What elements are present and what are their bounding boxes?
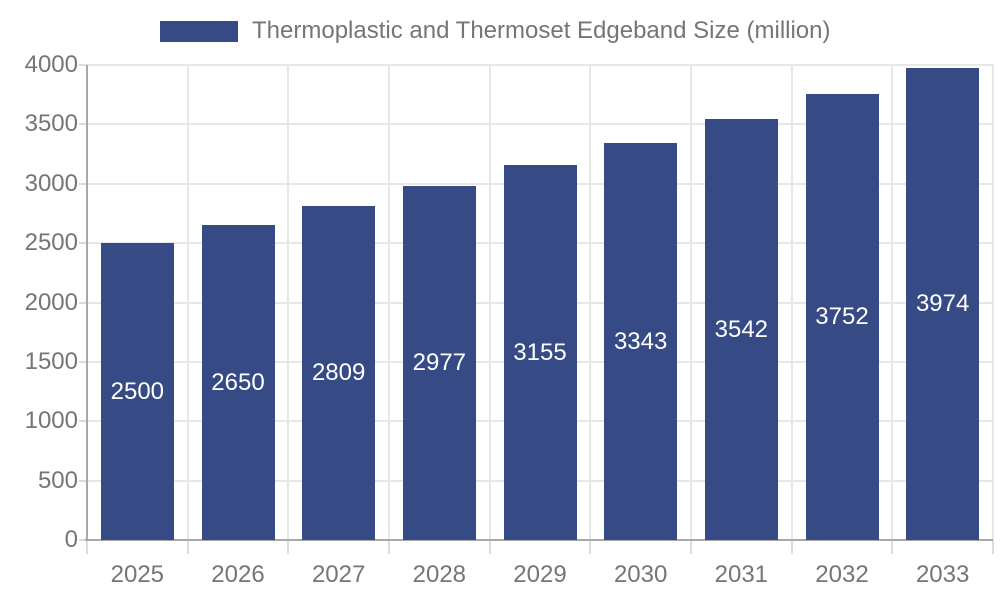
y-tick bbox=[79, 301, 87, 304]
y-tick bbox=[79, 420, 87, 423]
x-tick bbox=[388, 540, 390, 554]
x-tick bbox=[589, 540, 592, 554]
x-tick bbox=[891, 540, 894, 554]
x-tick-label: 2027 bbox=[311, 561, 366, 588]
v-gridline bbox=[992, 65, 994, 540]
x-tick bbox=[287, 540, 290, 554]
y-tick bbox=[79, 539, 87, 541]
y-tick bbox=[79, 479, 87, 482]
x-tick bbox=[186, 540, 189, 554]
x-tick-label: 2033 bbox=[915, 561, 970, 588]
bar-value-label: 2809 bbox=[311, 359, 366, 387]
bar bbox=[302, 206, 376, 540]
y-tick bbox=[79, 242, 87, 245]
v-gridline bbox=[589, 65, 592, 540]
h-gridline bbox=[87, 64, 993, 66]
y-tick-label: 3000 bbox=[24, 169, 78, 197]
y-tick-label: 500 bbox=[37, 466, 78, 494]
bar-value-label: 3343 bbox=[613, 327, 668, 355]
x-tick bbox=[488, 540, 491, 554]
y-tick bbox=[79, 360, 87, 363]
x-tick-label: 2025 bbox=[110, 561, 165, 588]
x-tick-label: 2030 bbox=[613, 561, 668, 588]
legend-item[interactable]: Thermoplastic and Thermoset Edgeband Siz… bbox=[0, 0, 1000, 56]
bar bbox=[906, 68, 980, 540]
x-tick bbox=[790, 540, 793, 554]
v-gridline bbox=[790, 65, 793, 540]
bar-value-label: 3155 bbox=[513, 338, 567, 366]
bar bbox=[704, 119, 778, 540]
bar bbox=[402, 186, 476, 540]
bar-value-label: 3974 bbox=[915, 290, 970, 318]
h-gridline bbox=[87, 123, 993, 126]
y-tick-label: 2000 bbox=[24, 288, 78, 316]
bar-value-label: 2650 bbox=[211, 368, 265, 396]
v-gridline bbox=[287, 65, 290, 540]
v-gridline bbox=[186, 65, 189, 540]
y-tick-label: 1000 bbox=[24, 407, 78, 435]
x-tick-label: 2026 bbox=[211, 561, 265, 588]
bar bbox=[604, 143, 678, 540]
y-tick-label: 0 bbox=[64, 526, 78, 553]
bar bbox=[503, 165, 577, 540]
x-tick-label: 2031 bbox=[714, 561, 769, 588]
bar bbox=[100, 243, 174, 540]
v-gridline bbox=[488, 65, 491, 540]
bar-value-label: 3752 bbox=[815, 303, 869, 331]
y-tick bbox=[79, 123, 87, 126]
y-tick-label: 4000 bbox=[24, 51, 78, 78]
legend-label: Thermoplastic and Thermoset Edgeband Siz… bbox=[252, 17, 831, 44]
y-tick-label: 1500 bbox=[24, 347, 78, 375]
bar-value-label: 2977 bbox=[412, 349, 467, 377]
x-tick bbox=[992, 540, 994, 554]
x-tick-label: 2032 bbox=[815, 561, 869, 588]
bar-value-label: 2500 bbox=[110, 377, 165, 405]
y-tick bbox=[79, 64, 87, 66]
v-gridline bbox=[891, 65, 894, 540]
y-tick-label: 2500 bbox=[24, 229, 78, 257]
x-tick bbox=[690, 540, 692, 554]
bar bbox=[805, 94, 879, 540]
y-axis-line bbox=[86, 65, 88, 540]
x-tick bbox=[86, 540, 88, 554]
bar bbox=[201, 225, 275, 540]
legend-swatch-icon bbox=[160, 21, 238, 42]
bar-value-label: 3542 bbox=[714, 315, 769, 343]
x-axis-line bbox=[85, 539, 993, 541]
v-gridline bbox=[388, 65, 390, 540]
x-tick-label: 2029 bbox=[513, 561, 567, 588]
v-gridline bbox=[690, 65, 692, 540]
y-tick-label: 3500 bbox=[24, 110, 78, 138]
x-tick-label: 2028 bbox=[412, 561, 467, 588]
y-tick bbox=[79, 182, 87, 185]
